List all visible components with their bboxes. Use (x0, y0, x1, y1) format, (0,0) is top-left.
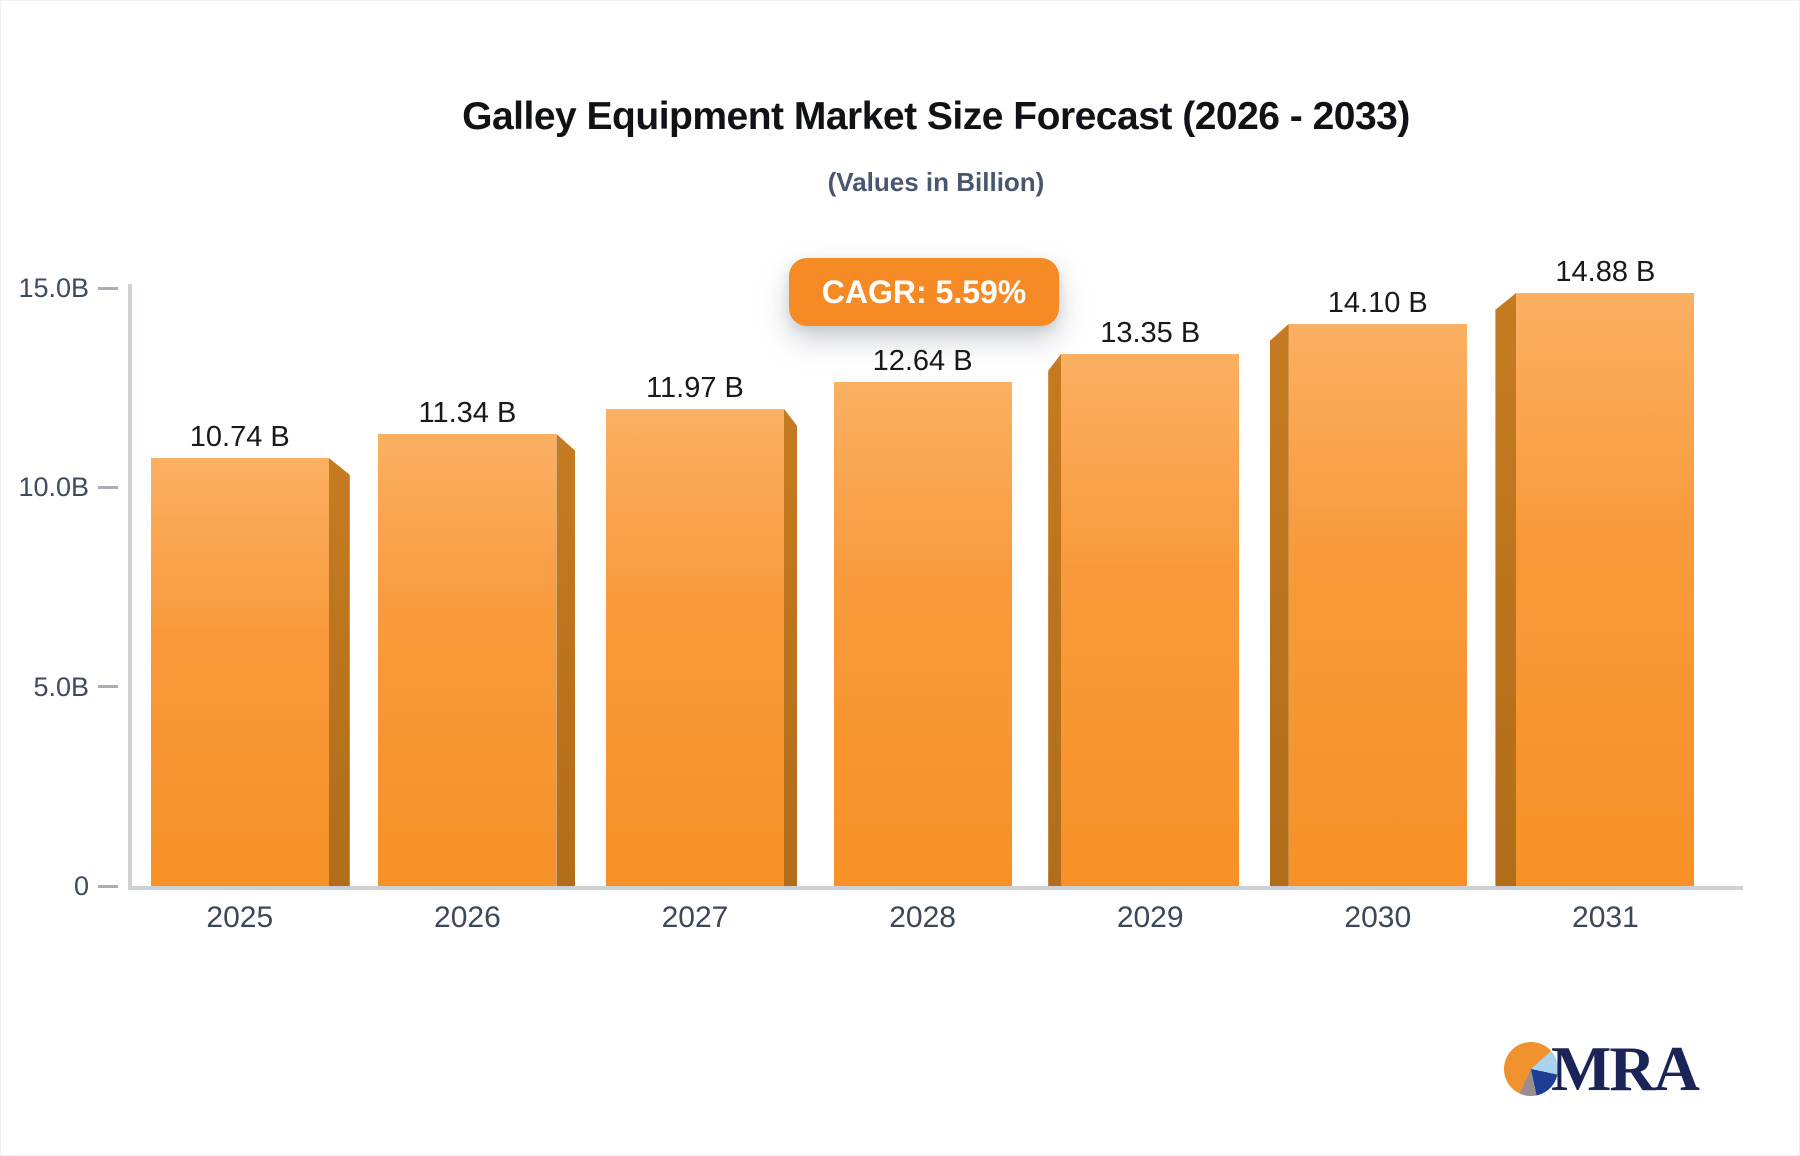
bar (1061, 353, 1240, 886)
y-tick-label: 5.0B (33, 671, 89, 702)
bar (833, 382, 1012, 886)
y-tick-dash (98, 485, 118, 489)
bar-side-face (784, 408, 797, 886)
brand-logo: MRA (1504, 1033, 1700, 1104)
x-axis-label: 2029 (1116, 901, 1184, 934)
y-tick-dash (98, 685, 118, 689)
y-tick-dash (98, 884, 118, 888)
bar-value-label: 14.10 B (1327, 286, 1428, 319)
x-axis-label: 2027 (661, 901, 729, 934)
chart-title: Galley Equipment Market Size Forecast (2… (462, 95, 1410, 138)
bar (1288, 323, 1467, 886)
bar (1516, 292, 1695, 886)
bar-value-label: 13.35 B (1100, 316, 1201, 349)
bar-value-label: 10.74 B (189, 420, 290, 453)
bar-side-face (1269, 323, 1289, 886)
bar-side-face (328, 457, 350, 886)
pie-chart-logo-icon (1504, 1042, 1558, 1096)
bar (150, 457, 329, 886)
y-tick-label: 15.0B (18, 273, 89, 303)
bar-value-label: 12.64 B (872, 345, 973, 378)
y-tick-label: 0 (73, 871, 89, 901)
bar (606, 408, 784, 886)
brand-logo-text: MRA (1551, 1033, 1700, 1104)
bar-side-face (556, 433, 576, 886)
cagr-badge: CAGR: 5.59% (789, 258, 1059, 326)
bar-value-label: 11.97 B (646, 371, 744, 404)
bar (378, 433, 557, 886)
y-tick-label: 10.0B (18, 472, 89, 503)
bar-value-label: 14.88 B (1555, 255, 1656, 288)
y-tick-dash (98, 286, 118, 290)
bar-value-label: 11.34 B (418, 396, 517, 429)
x-axis-label: 2026 (434, 901, 501, 934)
x-axis-label: 2030 (1344, 901, 1412, 934)
x-axis-label: 2025 (206, 901, 274, 934)
bar-side-face (1048, 353, 1062, 886)
y-axis-line (128, 284, 132, 890)
chart-subtitle: (Values in Billion) (827, 167, 1045, 197)
cagr-badge-label: CAGR: 5.59% (821, 273, 1027, 310)
x-axis-label: 2028 (889, 901, 956, 934)
bar-side-face (1495, 292, 1517, 886)
x-axis-line (128, 886, 1743, 890)
x-axis-label: 2031 (1572, 901, 1639, 934)
